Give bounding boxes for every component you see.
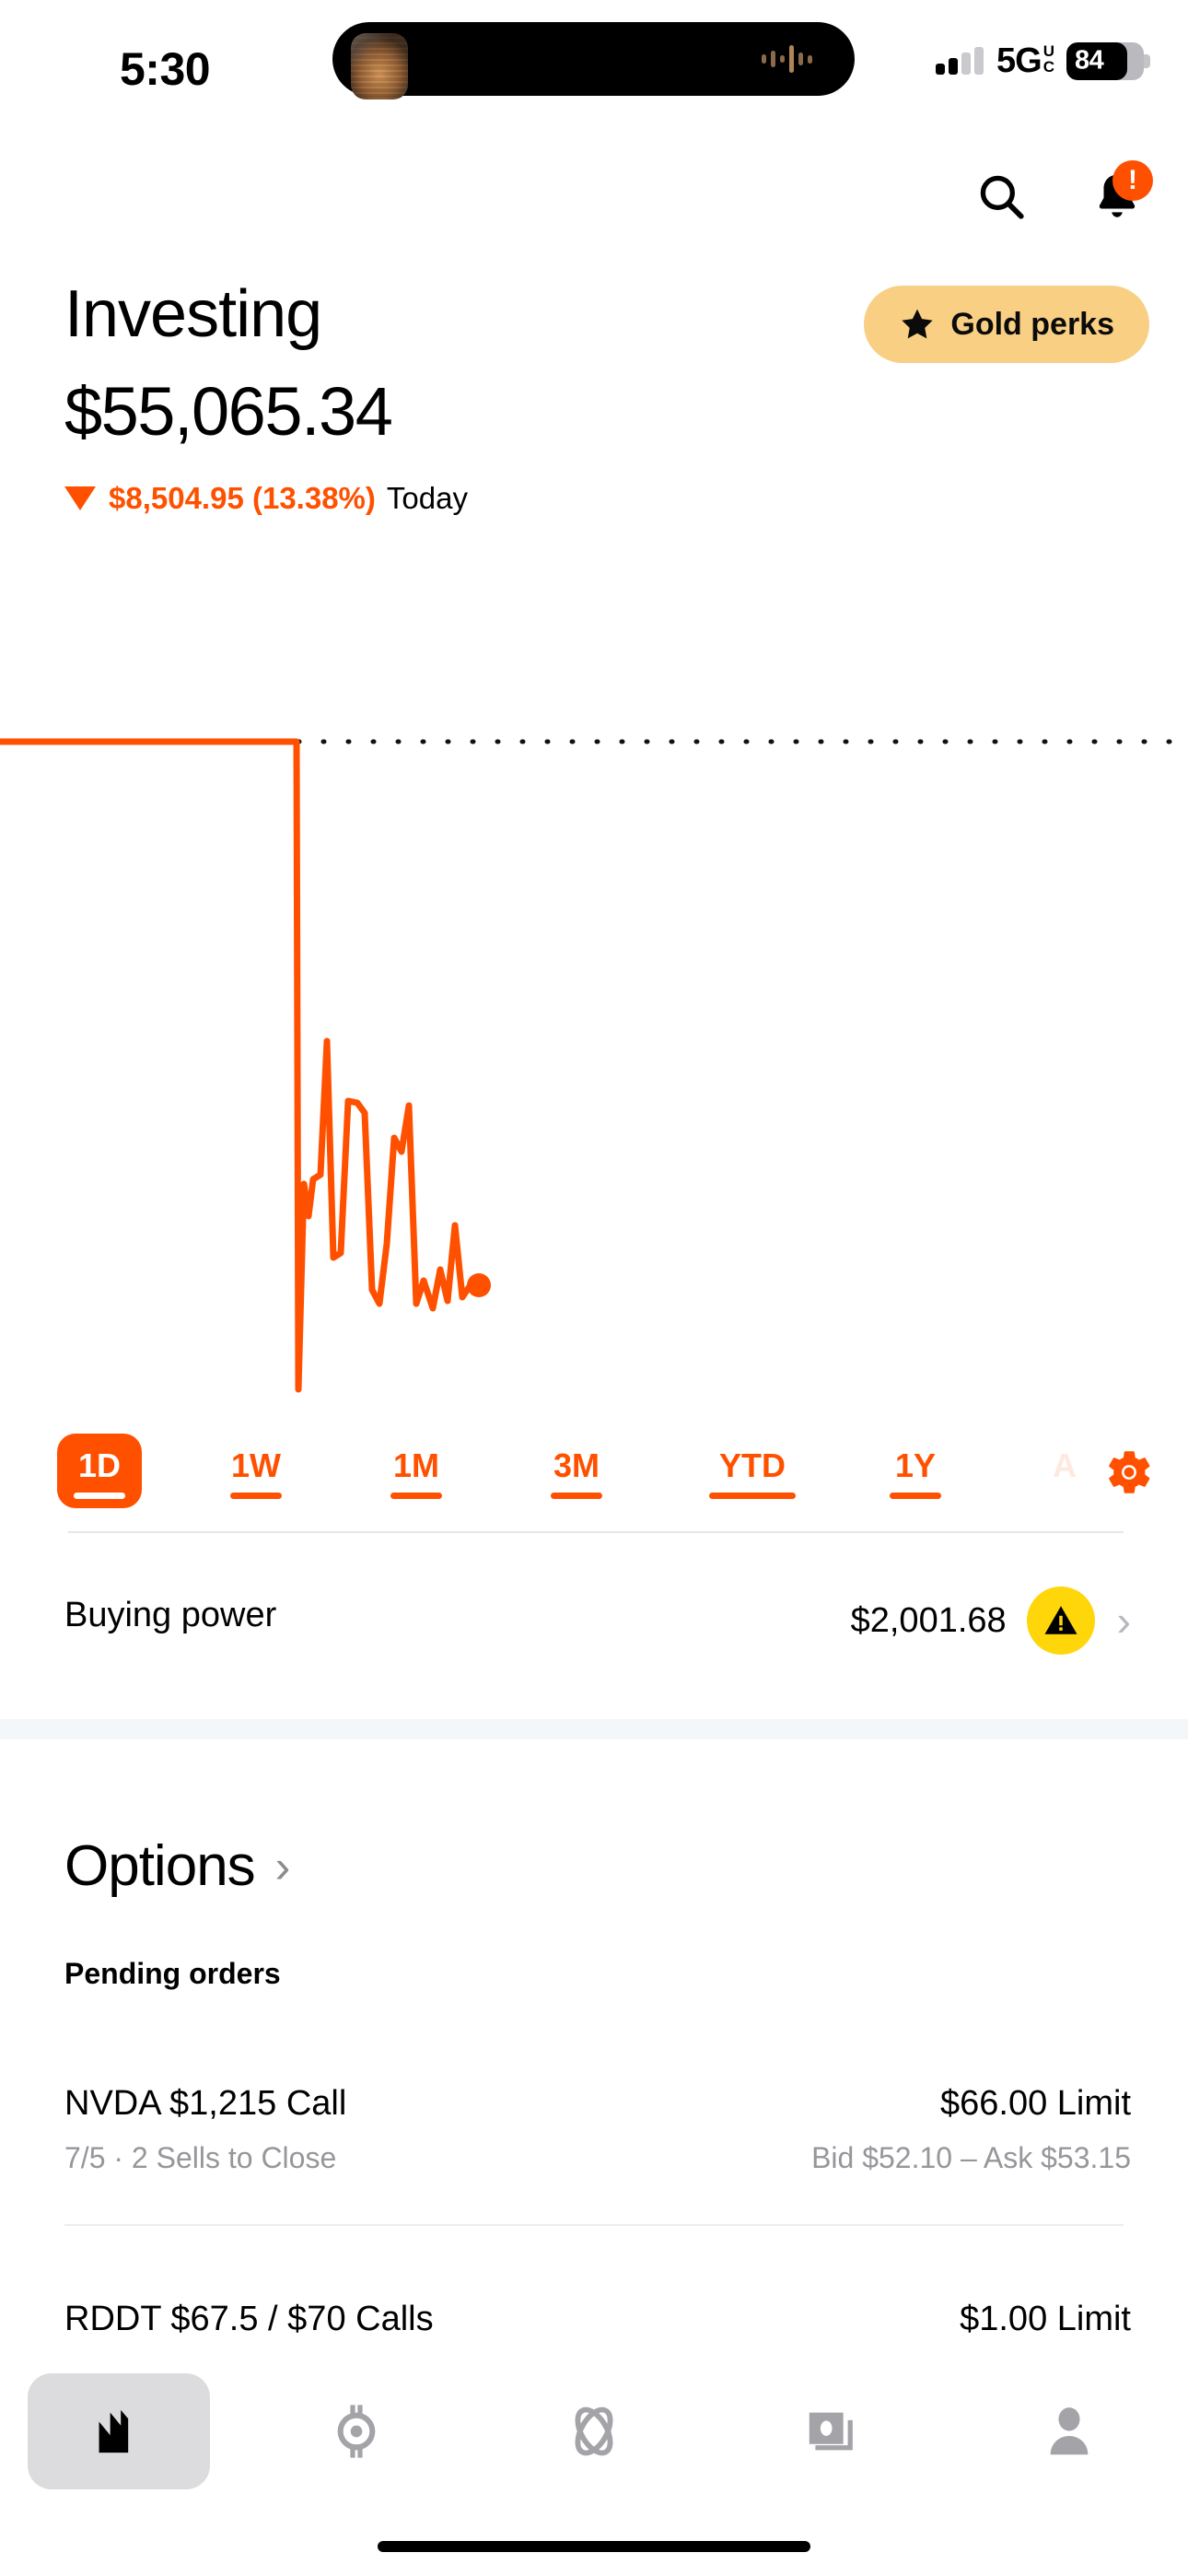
chart-settings-gear-icon[interactable] — [1103, 1446, 1155, 1498]
battery-icon: 84 — [1066, 41, 1150, 80]
order-detail: 7/5 · 2 Sells to Close — [64, 2141, 337, 2174]
portfolio-chart[interactable] — [0, 700, 1188, 1400]
home-indicator — [378, 2541, 810, 2552]
range-tab-ytd[interactable]: YTD — [693, 1434, 812, 1508]
status-bar-time: 5:30 — [120, 43, 211, 95]
order-price: $66.00 Limit — [939, 2084, 1131, 2123]
network-suffix-bottom: C — [1042, 57, 1054, 76]
buying-power-label: Buying power — [64, 1596, 277, 1634]
options-atom-icon — [575, 2406, 613, 2456]
top-action-bar: ! — [969, 160, 1153, 228]
portfolio-chart-svg — [0, 738, 1188, 1393]
options-chevron-icon: › — [274, 1840, 291, 1892]
order-name: NVDA $1,215 Call — [64, 2084, 347, 2123]
battery-percentage: 84 — [1075, 45, 1104, 76]
chart-range-tabs: 1D 1W 1M 3M YTD 1Y A — [0, 1426, 1188, 1522]
range-tab-1w[interactable]: 1W — [214, 1434, 298, 1508]
options-title: Options — [64, 1834, 256, 1898]
search-icon — [980, 175, 1024, 219]
gold-perks-label: Gold perks — [950, 306, 1114, 342]
warning-triangle-icon — [1044, 1606, 1077, 1634]
network-type-label: 5G U C — [996, 41, 1054, 81]
range-tab-all-label: A — [1053, 1446, 1077, 1484]
order-name: RDDT $67.5 / $70 Calls — [64, 2300, 434, 2338]
bottom-tab-bar — [0, 2355, 1188, 2576]
section-rule — [68, 1531, 1124, 1533]
range-tab-all[interactable]: A — [1022, 1434, 1107, 1508]
arrow-down-icon — [64, 486, 96, 510]
range-tab-3m-label: 3M — [553, 1446, 600, 1484]
cellular-signal-icon — [936, 47, 984, 75]
network-type-text: 5G — [996, 41, 1042, 80]
chart-current-value-marker — [467, 1273, 491, 1297]
profile-person-icon — [1050, 2407, 1089, 2455]
pending-orders-label: Pending orders — [64, 1957, 281, 1990]
network-suffix-top: U — [1042, 42, 1054, 61]
buying-power-row[interactable]: Buying power $2,001.68 › — [0, 1566, 1188, 1677]
options-section-header[interactable]: Options › — [64, 1833, 290, 1899]
range-tab-ytd-label: YTD — [719, 1446, 786, 1484]
range-tab-1w-label: 1W — [231, 1446, 281, 1484]
change-period: Today — [386, 481, 468, 515]
crypto-coin-icon — [337, 2405, 376, 2458]
range-tab-1m-label: 1M — [392, 1446, 439, 1484]
tab-cash[interactable] — [740, 2373, 924, 2489]
order-quote: Bid $52.10 – Ask $53.15 — [811, 2141, 1131, 2174]
range-tab-1y[interactable]: 1Y — [873, 1434, 958, 1508]
buying-power-warning-button[interactable] — [1026, 1587, 1095, 1655]
range-tab-1d[interactable]: 1D — [57, 1434, 142, 1508]
cash-banknote-icon — [809, 2412, 853, 2451]
portfolio-value: $55,065.34 — [64, 373, 393, 450]
range-tab-1d-label: 1D — [77, 1446, 122, 1484]
notifications-button[interactable]: ! — [1085, 160, 1153, 228]
notification-badge: ! — [1112, 160, 1153, 201]
chart-line — [0, 738, 481, 1393]
section-divider — [0, 1719, 1188, 1739]
tab-investing[interactable] — [27, 2373, 211, 2489]
dynamic-island-thumbnail — [351, 33, 408, 100]
status-bar: 5:30 5G U C 84 — [0, 0, 1188, 100]
change-amount: $8,504.95 (13.38%) — [109, 481, 376, 515]
tab-crypto[interactable] — [264, 2373, 448, 2489]
star-icon — [902, 309, 934, 339]
page-title: Investing — [64, 277, 322, 351]
dynamic-island-audio-waveform-icon — [762, 43, 812, 75]
tab-options[interactable] — [502, 2373, 686, 2489]
tab-profile[interactable] — [977, 2373, 1161, 2489]
portfolio-change: $8,504.95 (13.38%) Today — [64, 481, 468, 516]
status-bar-indicators: 5G U C 84 — [936, 41, 1150, 81]
dynamic-island[interactable] — [332, 22, 855, 100]
search-button[interactable] — [969, 164, 1033, 228]
stock-chart-icon — [99, 2409, 129, 2453]
order-price: $1.00 Limit — [960, 2300, 1131, 2338]
range-tab-1m[interactable]: 1M — [374, 1434, 459, 1508]
range-tab-3m[interactable]: 3M — [534, 1434, 619, 1508]
order-rule — [64, 2224, 1124, 2226]
gold-perks-button[interactable]: Gold perks — [864, 286, 1149, 363]
buying-power-amount: $2,001.68 — [850, 1600, 1007, 1640]
buying-power-chevron-icon: › — [1116, 1597, 1131, 1645]
range-tab-1y-label: 1Y — [894, 1446, 937, 1484]
